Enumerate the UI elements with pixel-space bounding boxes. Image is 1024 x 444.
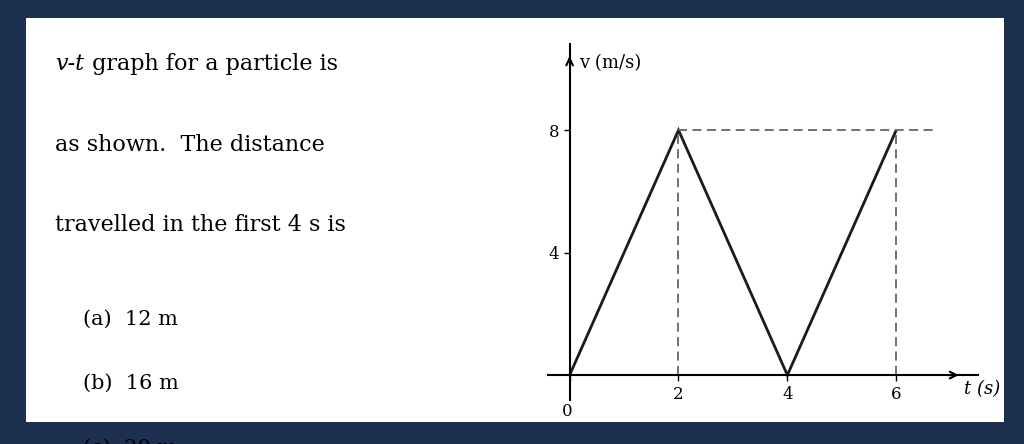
- Text: as shown.  The distance: as shown. The distance: [54, 134, 325, 155]
- Text: (a)  12 m: (a) 12 m: [83, 309, 178, 329]
- Text: t (s): t (s): [965, 380, 1000, 398]
- Text: v (m/s): v (m/s): [580, 54, 642, 72]
- Text: 0: 0: [561, 403, 572, 420]
- Text: (b)  16 m: (b) 16 m: [83, 374, 179, 393]
- Text: (c)  20 m: (c) 20 m: [83, 438, 177, 444]
- Text: v-t: v-t: [54, 53, 84, 75]
- Text: graph for a particle is: graph for a particle is: [85, 53, 338, 75]
- Text: travelled in the first 4 s is: travelled in the first 4 s is: [54, 214, 345, 236]
